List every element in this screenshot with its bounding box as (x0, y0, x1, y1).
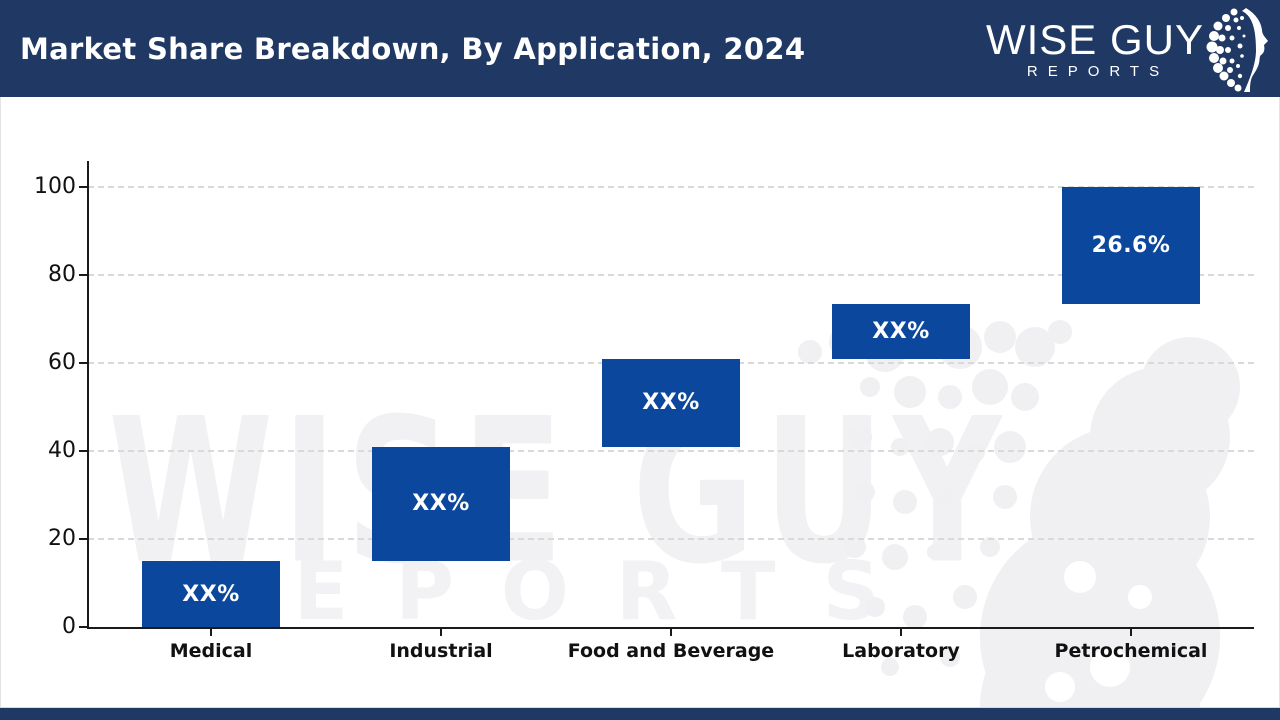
wiseguy-logo: WISE GUY REPORTS (986, 6, 1268, 92)
y-tick-label: 80 (48, 262, 76, 287)
y-tick-mark (79, 538, 87, 540)
y-tick-mark (79, 274, 87, 276)
watermark-subtitle: REPORTS (185, 545, 928, 638)
y-tick-mark (79, 362, 87, 364)
bar-petrochemical: 26.6% (1062, 187, 1200, 305)
x-category-label: Petrochemical (1054, 640, 1208, 662)
y-tick-label: 60 (48, 350, 76, 375)
logo-subtitle: REPORTS (1026, 63, 1170, 81)
x-tick-mark (900, 629, 902, 636)
x-category-label: Laboratory (842, 640, 960, 662)
x-tick-mark (440, 629, 442, 636)
header: Market Share Breakdown, By Application, … (0, 0, 1280, 97)
y-tick-label: 100 (34, 174, 76, 199)
bar-industrial: XX% (372, 446, 510, 561)
x-category-label: Medical (169, 640, 253, 662)
gridline-20 (88, 538, 1254, 540)
y-tick-mark (79, 626, 87, 628)
x-tick-mark (1130, 629, 1132, 636)
x-category-label: Industrial (389, 640, 493, 662)
bar-value-label: 26.6% (1091, 233, 1171, 259)
x-category-label: Food and Beverage (567, 640, 775, 662)
y-tick-mark (79, 450, 87, 452)
logo-wordmark: WISE GUY (985, 15, 1204, 63)
gridline-100 (88, 186, 1254, 188)
footer-bar (0, 707, 1280, 720)
chart-region: WISE GUY REPORTS (0, 97, 1280, 707)
bar-laboratory: XX% (832, 304, 970, 359)
x-tick-mark (210, 629, 212, 636)
left-border-line (0, 97, 1, 707)
y-tick-label: 40 (48, 438, 76, 463)
y-tick-mark (79, 186, 87, 188)
logo-text: WISE GUY REPORTS (985, 15, 1204, 81)
bar-value-label: XX% (412, 491, 470, 517)
y-tick-label: 20 (48, 526, 76, 551)
bar-value-label: XX% (182, 581, 240, 607)
x-tick-mark (670, 629, 672, 636)
gridline-80 (88, 274, 1254, 276)
y-tick-label: 0 (62, 614, 76, 639)
y-axis (87, 161, 89, 629)
bar-medical: XX% (142, 561, 280, 627)
bar-food-and-beverage: XX% (602, 358, 740, 447)
bar-value-label: XX% (642, 390, 700, 416)
gridline-40 (88, 450, 1254, 452)
logo-head-icon (1206, 8, 1268, 92)
x-axis (87, 627, 1254, 629)
bar-value-label: XX% (872, 318, 930, 344)
chart-title: Market Share Breakdown, By Application, … (20, 31, 806, 66)
